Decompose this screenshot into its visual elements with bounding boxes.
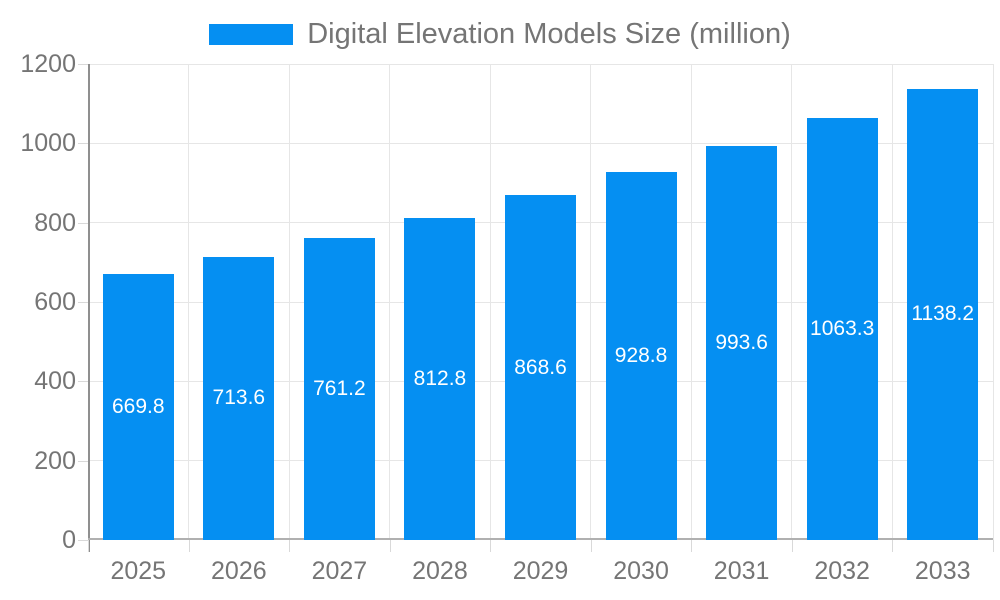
bar bbox=[605, 171, 677, 540]
bar-value-label: 993.6 bbox=[715, 330, 768, 354]
y-tick-label: 1000 bbox=[20, 129, 76, 158]
bar-value-label: 1138.2 bbox=[911, 302, 975, 326]
h-gridline bbox=[88, 63, 993, 65]
x-tick-label: 2026 bbox=[211, 557, 267, 585]
x-tick bbox=[993, 540, 994, 552]
bar-value-label: 713.6 bbox=[212, 386, 266, 410]
y-tick bbox=[78, 381, 88, 383]
x-tick-label: 2029 bbox=[512, 557, 569, 585]
y-tick bbox=[78, 143, 88, 145]
bar-value-label: 868.6 bbox=[514, 355, 567, 379]
x-tick bbox=[590, 540, 592, 552]
x-tick bbox=[791, 540, 793, 552]
legend-label: Digital Elevation Models Size (million) bbox=[307, 18, 791, 50]
x-tick bbox=[289, 540, 291, 552]
v-gridline bbox=[992, 64, 994, 540]
y-tick bbox=[78, 460, 88, 462]
bar-value-label: 928.8 bbox=[614, 343, 668, 367]
x-tick-label: 2030 bbox=[613, 557, 669, 585]
bar bbox=[706, 145, 778, 540]
x-tick bbox=[490, 540, 492, 552]
x-tick-label: 2028 bbox=[412, 557, 468, 585]
bar bbox=[806, 118, 878, 540]
y-tick-label: 0 bbox=[62, 526, 76, 554]
v-gridline bbox=[389, 64, 391, 540]
x-tick-label: 2025 bbox=[110, 557, 167, 585]
y-tick bbox=[78, 222, 88, 224]
x-tick bbox=[188, 540, 190, 552]
legend: Digital Elevation Models Size (million) bbox=[0, 18, 1000, 51]
y-axis-line bbox=[88, 64, 90, 552]
y-tick bbox=[78, 540, 88, 541]
x-tick-label: 2031 bbox=[713, 557, 770, 585]
bar bbox=[102, 274, 174, 540]
h-gridline bbox=[88, 142, 993, 144]
bar bbox=[303, 238, 375, 540]
v-gridline bbox=[188, 64, 190, 540]
x-tick bbox=[389, 540, 391, 552]
y-tick bbox=[78, 64, 88, 65]
bar-value-label: 761.2 bbox=[313, 377, 366, 401]
v-gridline bbox=[891, 64, 893, 540]
x-tick-label: 2032 bbox=[814, 557, 870, 585]
bar bbox=[404, 217, 476, 540]
v-gridline bbox=[288, 64, 290, 540]
bar bbox=[505, 195, 576, 540]
bar-value-label: 812.8 bbox=[413, 366, 467, 390]
bar-value-label: 1063.3 bbox=[810, 317, 875, 341]
x-tick bbox=[892, 540, 894, 552]
y-tick-label: 1200 bbox=[20, 50, 76, 78]
x-tick-label: 2027 bbox=[311, 557, 368, 585]
bar bbox=[907, 88, 979, 540]
x-tick-label: 2033 bbox=[914, 557, 971, 585]
v-gridline bbox=[489, 64, 491, 540]
y-tick-label: 600 bbox=[34, 288, 76, 316]
legend-swatch bbox=[209, 24, 294, 45]
y-tick-label: 400 bbox=[34, 367, 76, 396]
bar bbox=[203, 256, 275, 540]
v-gridline bbox=[791, 64, 793, 540]
y-tick bbox=[78, 302, 88, 303]
v-gridline bbox=[690, 64, 692, 540]
x-tick bbox=[88, 540, 89, 552]
bar-value-label: 669.8 bbox=[111, 395, 165, 419]
y-tick-label: 800 bbox=[34, 208, 76, 237]
y-tick-label: 200 bbox=[34, 446, 76, 475]
v-gridline bbox=[590, 64, 592, 540]
x-tick bbox=[691, 540, 693, 552]
